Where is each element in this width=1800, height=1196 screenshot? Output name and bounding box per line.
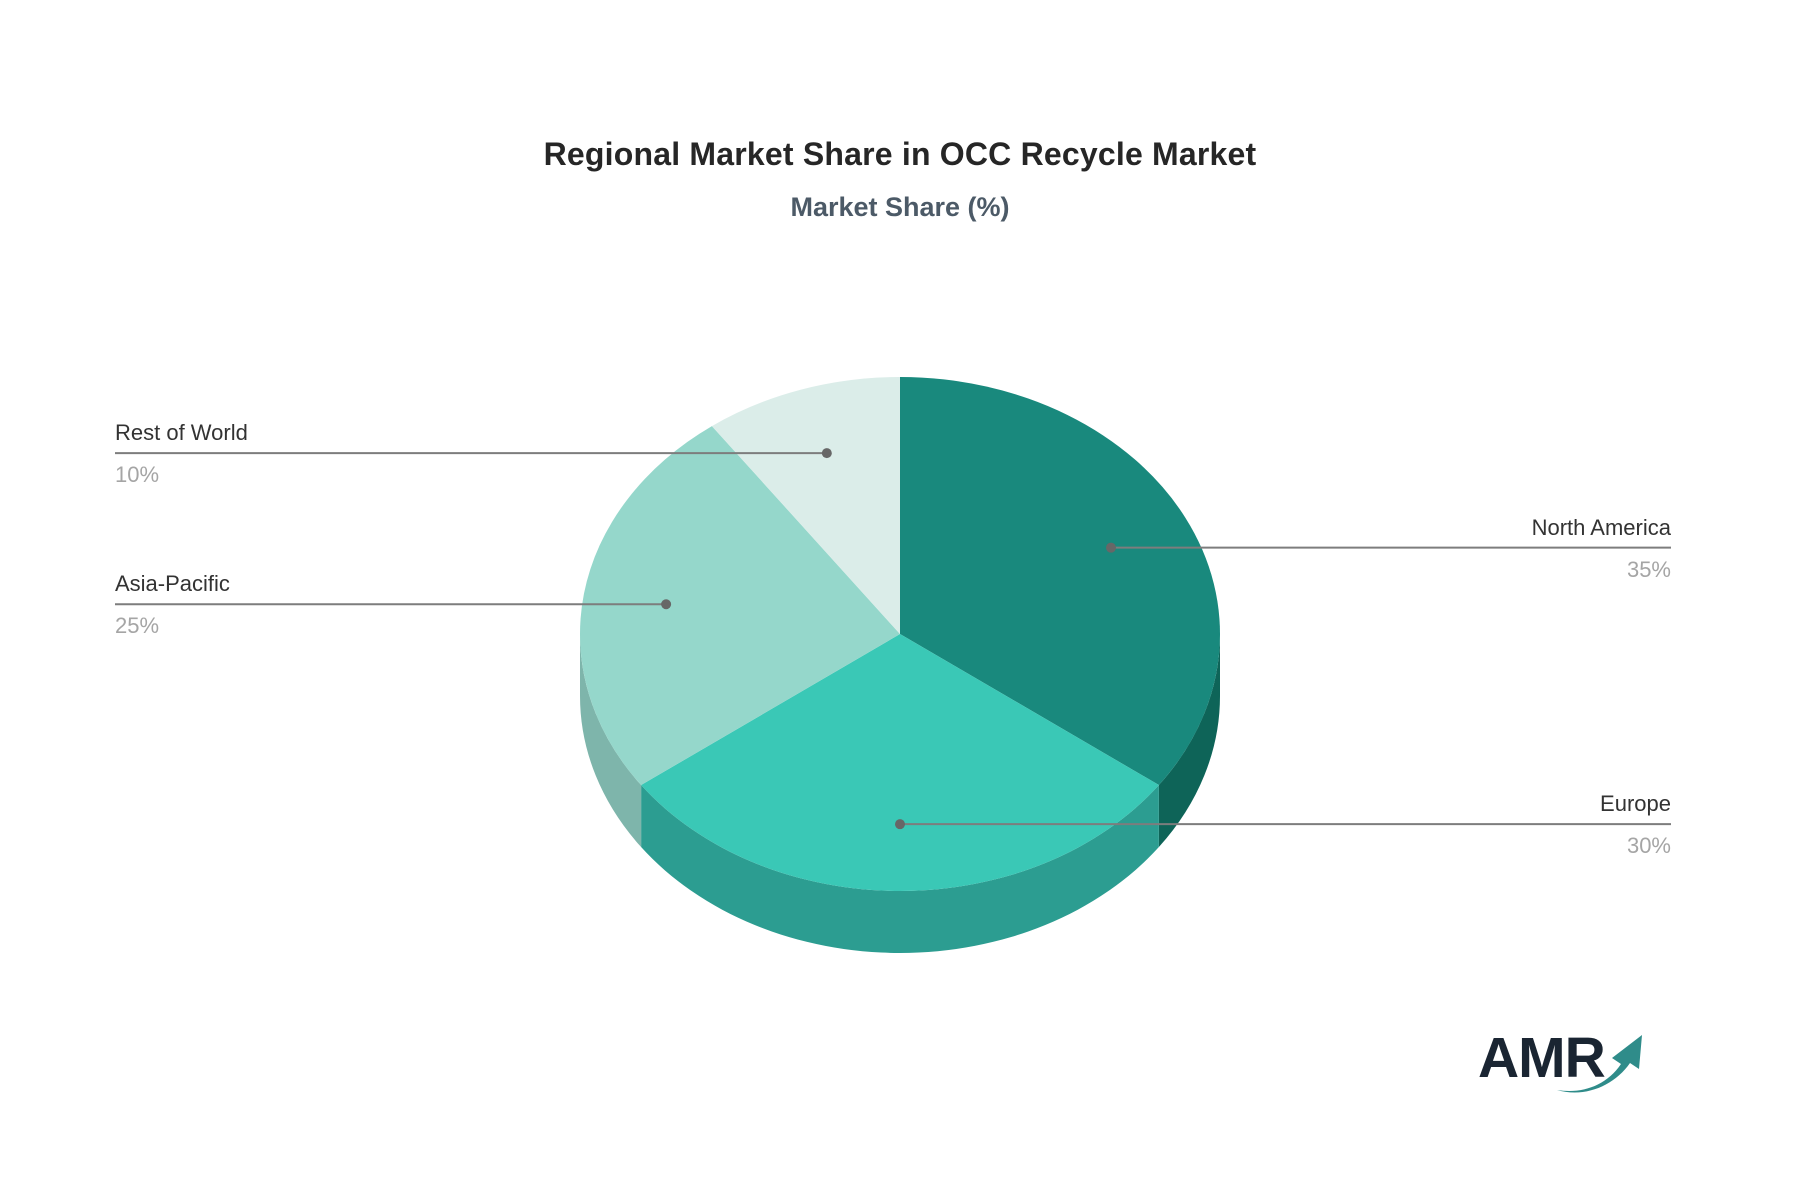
callout-value: 10%: [115, 462, 160, 487]
growth-arrow-icon: [1557, 1035, 1642, 1093]
amr-logo-text: AMR: [1478, 1026, 1606, 1090]
chart-subtitle: Market Share (%): [790, 192, 1010, 222]
pie-slice-asia-pacific[interactable]: [580, 426, 900, 786]
callout-label: Europe: [1600, 791, 1671, 816]
pie-slice-rest-of-world[interactable]: [711, 377, 900, 634]
callout-value: 25%: [115, 613, 160, 638]
pie-wall-europe: [641, 785, 1159, 953]
chart-title: Regional Market Share in OCC Recycle Mar…: [543, 136, 1257, 172]
pie-wall-north-america: [1158, 634, 1220, 848]
callout-label: North America: [1531, 515, 1671, 540]
callout-label: Asia-Pacific: [115, 571, 230, 596]
leader-dot-asia-pacific: [661, 599, 672, 610]
leader-dot-rest-of-world: [821, 448, 832, 459]
amr-logo: AMR: [1478, 1030, 1658, 1102]
pie-slice-north-america[interactable]: [900, 377, 1220, 786]
callout-value: 30%: [1626, 833, 1671, 858]
callout-label: Rest of World: [115, 420, 248, 445]
callout-value: 35%: [1626, 557, 1671, 582]
leader-dot-europe: [895, 819, 905, 830]
leader-dot-north-america: [1105, 542, 1116, 553]
pie-wall-asia-pacific: [580, 634, 642, 848]
pie-slice-europe[interactable]: [641, 634, 1159, 891]
